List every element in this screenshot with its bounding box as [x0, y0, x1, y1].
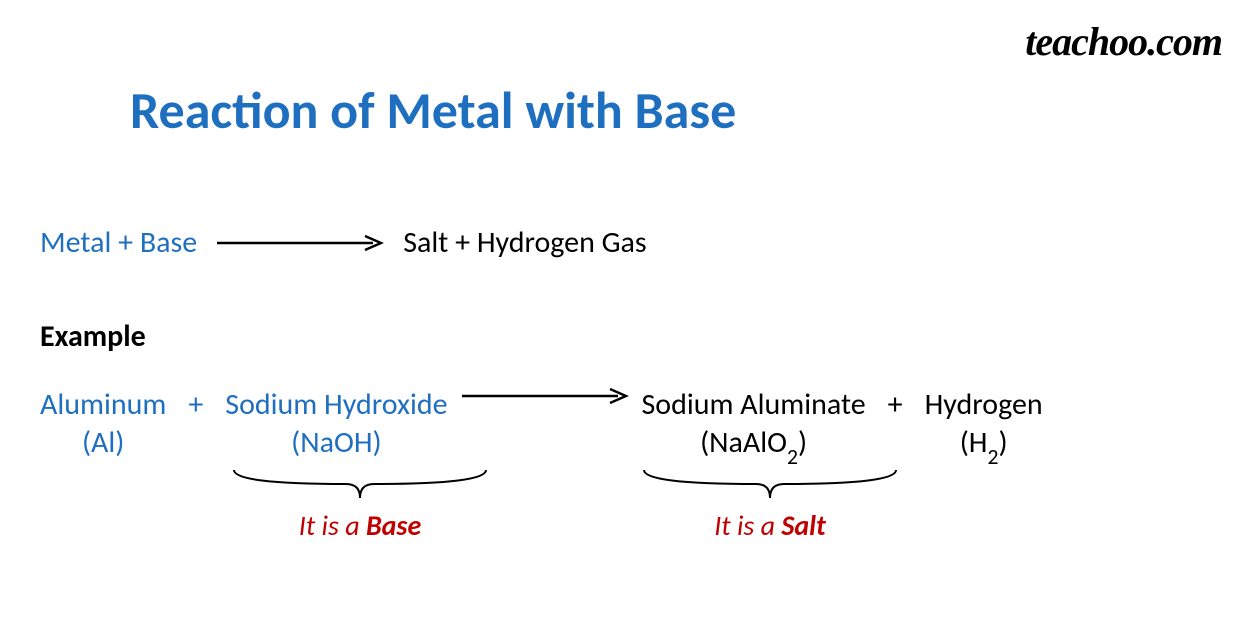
- example-heading: Example: [40, 318, 146, 355]
- general-equation: Metal + Base Salt + Hydrogen Gas: [40, 224, 647, 261]
- general-products: Salt + Hydrogen Gas: [403, 224, 646, 261]
- operator-plus: +: [866, 386, 925, 424]
- brace-icon: [230, 468, 490, 502]
- term-name: Hydrogen: [925, 386, 1043, 424]
- equation-term: Sodium Hydroxide(NaOH): [225, 386, 447, 461]
- term-formula: (H2): [960, 424, 1008, 462]
- arrow-icon: [215, 233, 385, 253]
- annotation: It is a Salt: [640, 468, 900, 543]
- equation-term: Sodium Aluminate(NaAlO2): [642, 386, 866, 461]
- term-name: Aluminum: [40, 386, 166, 424]
- brace-icon: [640, 468, 900, 502]
- equation-term: Aluminum(Al): [40, 386, 166, 461]
- general-reactants: Metal + Base: [40, 224, 197, 261]
- term-formula: (NaOH): [291, 424, 381, 462]
- example-equation: Aluminum(Al)+Sodium Hydroxide(NaOH)Sodiu…: [40, 386, 1043, 461]
- term-name: Sodium Hydroxide: [225, 386, 447, 424]
- page-title: Reaction of Metal with Base: [130, 78, 736, 142]
- annotation-text: It is a Base: [299, 508, 421, 543]
- arrow-icon: [448, 386, 642, 425]
- term-name: Sodium Aluminate: [642, 386, 866, 424]
- term-formula: (NaAlO2): [700, 424, 807, 462]
- brand-logo: teachoo.com: [1025, 18, 1222, 65]
- operator-plus: +: [166, 386, 225, 424]
- equation-term: Hydrogen(H2): [925, 386, 1043, 461]
- annotation-text: It is a Salt: [714, 508, 826, 543]
- annotation: It is a Base: [230, 468, 490, 543]
- term-formula: (Al): [82, 424, 124, 462]
